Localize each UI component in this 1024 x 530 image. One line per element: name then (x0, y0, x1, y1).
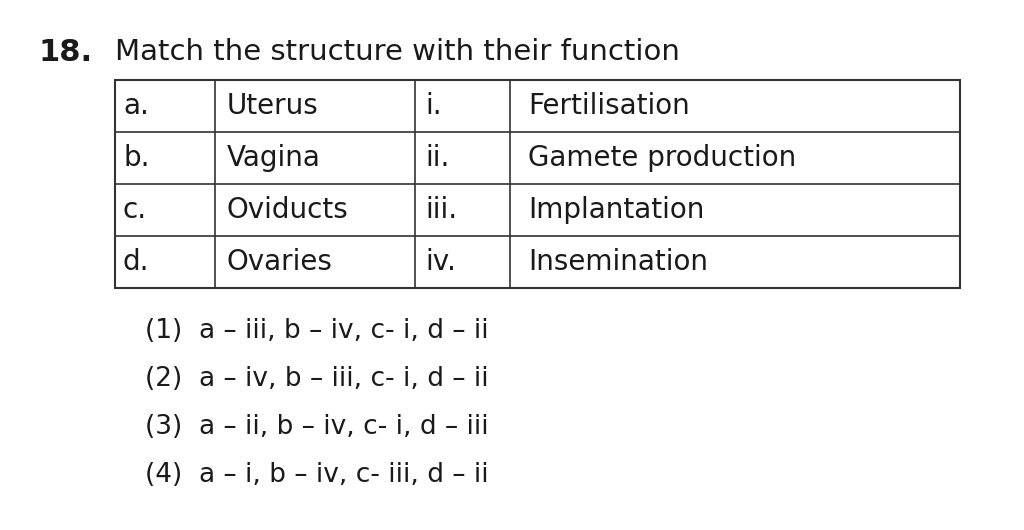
Text: iv.: iv. (425, 248, 456, 276)
Text: Ovaries: Ovaries (227, 248, 333, 276)
Text: Gamete production: Gamete production (528, 144, 797, 172)
Text: Oviducts: Oviducts (227, 196, 349, 224)
Text: Uterus: Uterus (227, 92, 318, 120)
Text: iii.: iii. (425, 196, 457, 224)
Text: a.: a. (123, 92, 148, 120)
Text: Insemination: Insemination (528, 248, 708, 276)
Text: (4)  a – i, b – iv, c- iii, d – ii: (4) a – i, b – iv, c- iii, d – ii (145, 462, 488, 488)
Text: (3)  a – ii, b – iv, c- i, d – iii: (3) a – ii, b – iv, c- i, d – iii (145, 414, 488, 440)
Text: (1)  a – iii, b – iv, c- i, d – ii: (1) a – iii, b – iv, c- i, d – ii (145, 318, 488, 344)
Text: ii.: ii. (425, 144, 450, 172)
Text: Fertilisation: Fertilisation (528, 92, 690, 120)
Text: c.: c. (123, 196, 147, 224)
Text: Vagina: Vagina (227, 144, 321, 172)
Text: b.: b. (123, 144, 150, 172)
Text: i.: i. (425, 92, 441, 120)
Bar (115, 80, 961, 288)
Text: 18.: 18. (38, 38, 92, 67)
Text: d.: d. (123, 248, 150, 276)
Text: (2)  a – iv, b – iii, c- i, d – ii: (2) a – iv, b – iii, c- i, d – ii (145, 366, 488, 392)
Text: Match the structure with their function: Match the structure with their function (115, 38, 680, 66)
Text: Implantation: Implantation (528, 196, 705, 224)
